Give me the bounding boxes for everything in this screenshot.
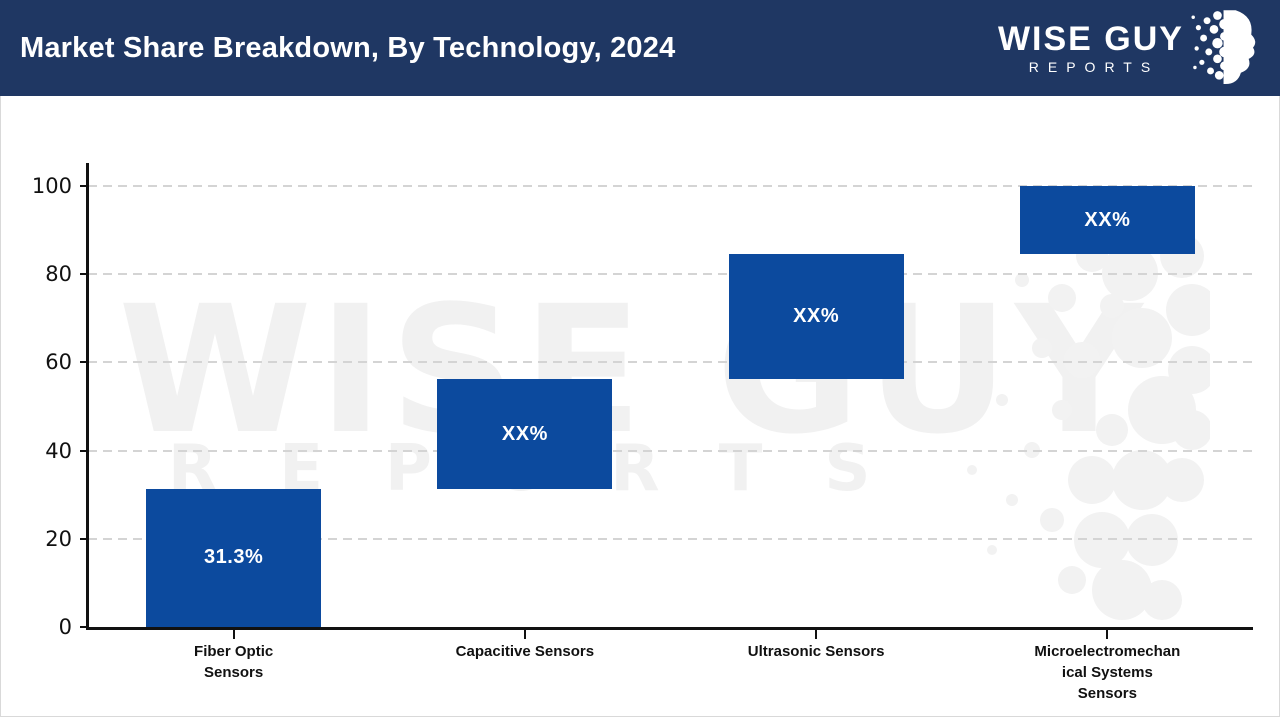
watermark-face-dots xyxy=(967,234,1210,620)
x-axis-category-label: Microelectromechan ical Systems Sensors xyxy=(1034,643,1181,702)
logo-face-icon xyxy=(1191,10,1256,85)
logo-wordmark: WISE GUY REPORTS xyxy=(998,22,1184,75)
bar-2: XX% xyxy=(437,379,613,489)
y-axis-tick-label: 80 xyxy=(45,262,72,287)
x-axis-tick xyxy=(1106,630,1109,639)
x-axis-tick xyxy=(523,630,526,639)
bar-3: XX% xyxy=(728,254,904,380)
gridline-y-80 xyxy=(88,273,1253,276)
bar-value-label: XX% xyxy=(1084,208,1131,231)
chart-title: Market Share Breakdown, By Technology, 2… xyxy=(20,31,676,64)
y-axis-tick-label: 40 xyxy=(45,438,72,463)
y-axis-tick xyxy=(80,449,88,452)
y-axis-tick xyxy=(80,273,88,276)
bar-value-label: XX% xyxy=(793,305,840,328)
y-axis-tick-label: 20 xyxy=(45,526,72,551)
y-axis-tick-label: 0 xyxy=(58,615,72,639)
gridline-y-100 xyxy=(88,185,1253,187)
y-axis-tick-label: 60 xyxy=(45,350,72,375)
bar-4: XX% xyxy=(1019,186,1195,255)
bar-value-label: 31.3% xyxy=(204,546,264,569)
y-axis-tick xyxy=(80,185,88,187)
gridline-y-60 xyxy=(88,361,1253,364)
logo-reports-text: REPORTS xyxy=(1028,58,1160,75)
y-axis-tick xyxy=(80,361,88,364)
bar-value-label: XX% xyxy=(501,422,548,445)
header-bar: Market Share Breakdown, By Technology, 2… xyxy=(0,0,1280,96)
bar-1: 31.3% xyxy=(146,488,322,627)
y-axis-tick xyxy=(80,626,88,628)
gridline-y-20 xyxy=(88,537,1253,540)
gridline-y-40 xyxy=(88,449,1253,452)
x-axis-category-label: Ultrasonic Sensors xyxy=(747,643,885,660)
y-axis-line xyxy=(86,163,89,629)
x-axis-tick xyxy=(815,630,818,639)
y-axis-tick-label: 100 xyxy=(31,174,72,198)
x-axis-tick xyxy=(232,630,235,639)
x-axis-line xyxy=(86,627,1253,630)
wise-guy-reports-logo: WISE GUY REPORTS xyxy=(998,5,1266,91)
x-axis-category-label: Fiber Optic Sensors xyxy=(194,643,274,681)
y-axis-tick xyxy=(80,537,88,540)
logo-wise-guy-text: WISE GUY xyxy=(997,19,1184,58)
watermark-text-wise-guy: WISE GUY xyxy=(118,268,1149,473)
x-axis-category-label: Capacitive Sensors xyxy=(455,643,595,660)
